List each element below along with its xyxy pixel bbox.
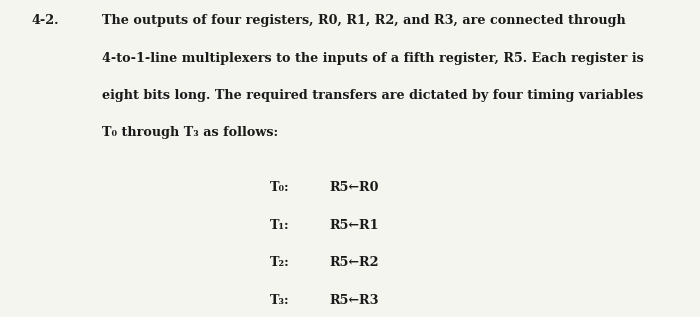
Text: T₀ through T₃ as follows:: T₀ through T₃ as follows: [102, 126, 278, 139]
Text: R5←R2: R5←R2 [329, 256, 379, 269]
Text: R5←R3: R5←R3 [329, 294, 379, 307]
Text: T₃:: T₃: [270, 294, 289, 307]
Text: T₂:: T₂: [270, 256, 289, 269]
Text: eight bits long. The required transfers are dictated by four timing variables: eight bits long. The required transfers … [102, 89, 643, 102]
Text: R5←R0: R5←R0 [329, 181, 379, 194]
Text: 4-to-1-line multiplexers to the inputs of a fifth register, R5. Each register is: 4-to-1-line multiplexers to the inputs o… [102, 52, 643, 65]
Text: T₀:: T₀: [270, 181, 289, 194]
Text: The outputs of four registers, R0, R1, R2, and R3, are connected through: The outputs of four registers, R0, R1, R… [102, 14, 625, 27]
Text: 4-2.: 4-2. [32, 14, 59, 27]
Text: R5←R1: R5←R1 [329, 219, 379, 232]
Text: T₁:: T₁: [270, 219, 289, 232]
